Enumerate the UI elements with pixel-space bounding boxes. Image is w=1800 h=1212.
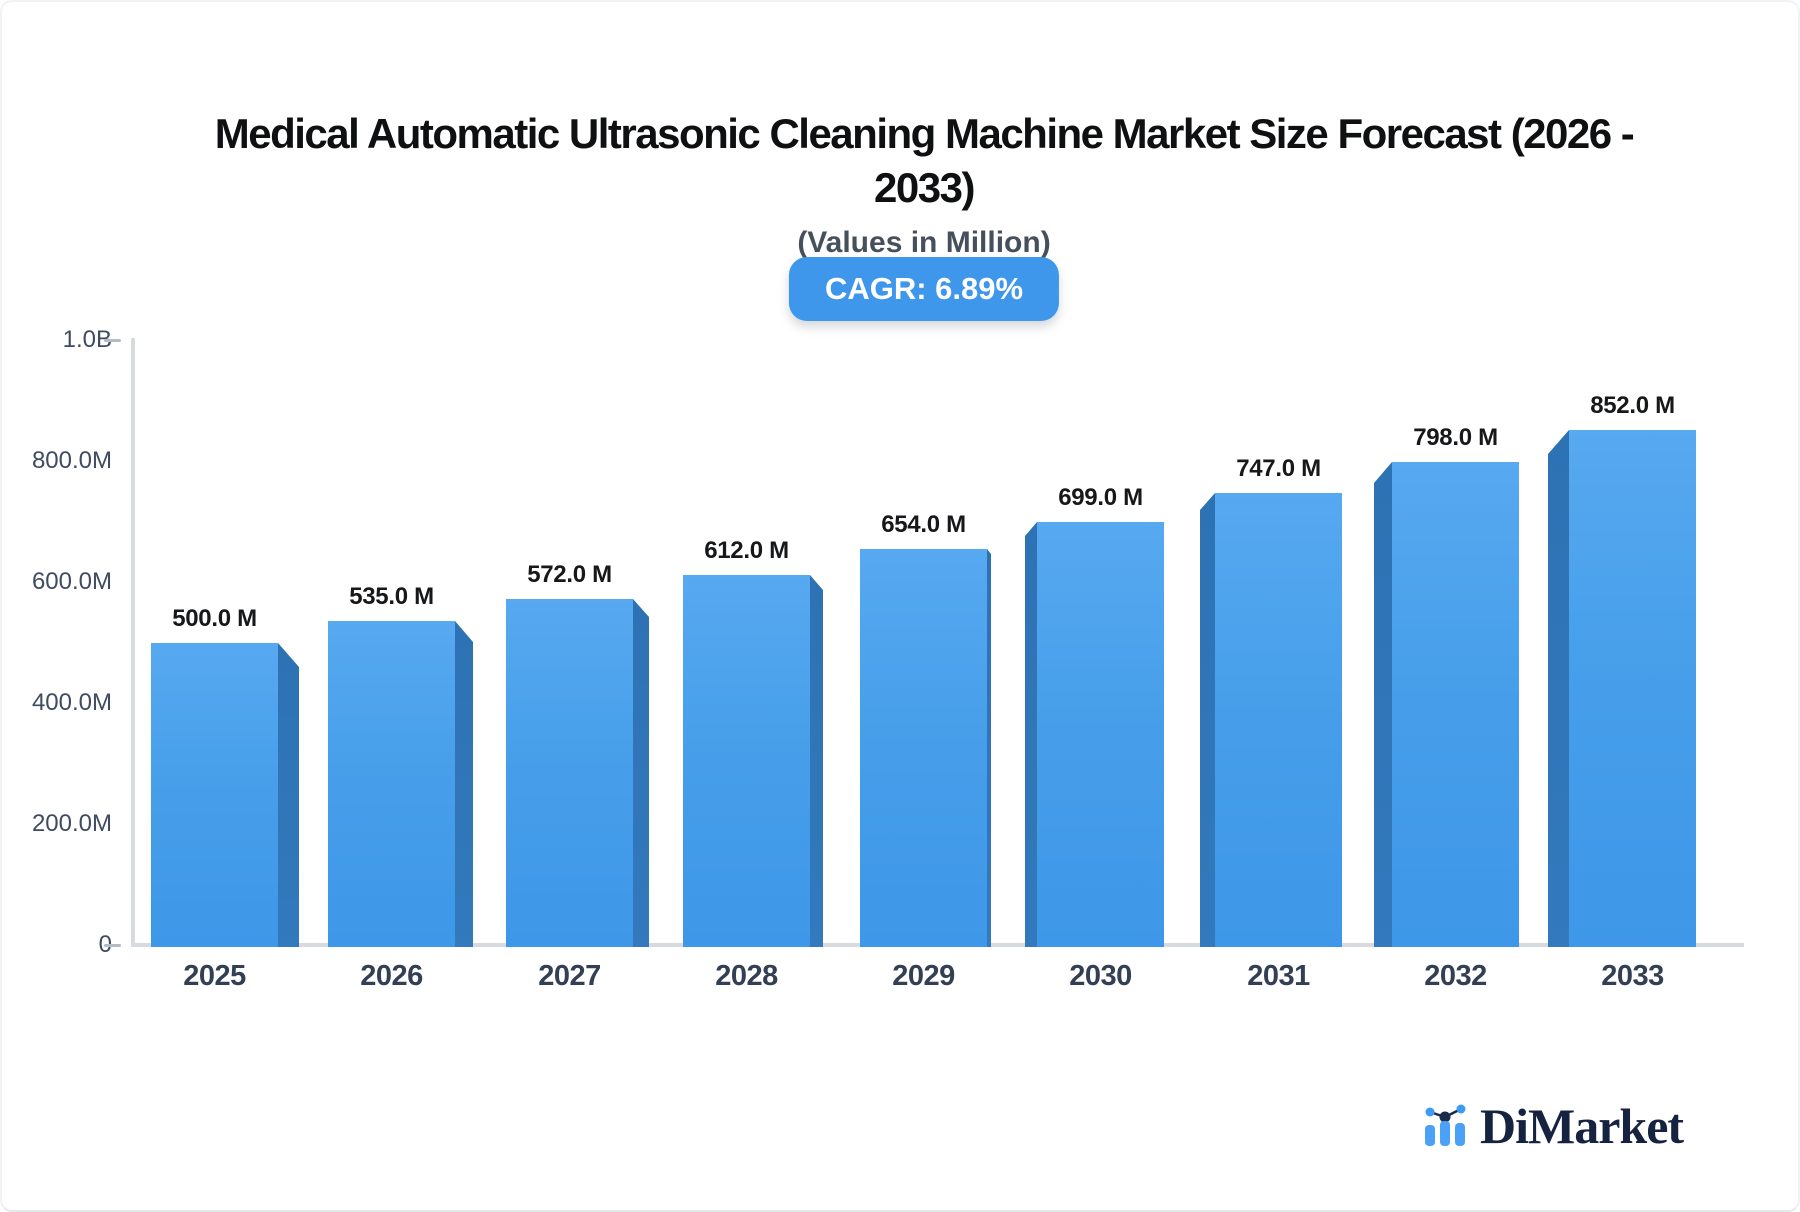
bar-face: [860, 549, 987, 947]
bar-side-shade: [1374, 462, 1392, 947]
y-axis-line: [131, 338, 135, 947]
x-axis-label: 2032: [1424, 960, 1487, 992]
y-axis-label: 800.0M: [31, 447, 112, 474]
x-axis-label: 2026: [360, 960, 423, 992]
bar-value-label: 535.0 M: [349, 583, 434, 610]
bar-value-label: 747.0 M: [1236, 455, 1321, 482]
x-axis-label: 2033: [1601, 960, 1664, 992]
bar-side-shade: [455, 621, 473, 947]
bar-value-label: 699.0 M: [1058, 484, 1143, 511]
y-axis-label: 0: [2, 930, 112, 960]
bar-face: [683, 575, 810, 947]
bar-value-label: 612.0 M: [704, 537, 789, 564]
brand-name: DiMarket: [1480, 1098, 1684, 1154]
x-axis-label: 2027: [538, 960, 601, 992]
bar-face: [1037, 522, 1164, 947]
bar-face: [506, 599, 633, 947]
dimarket-minichart-logo-icon: [1424, 1100, 1468, 1151]
bar-face: [328, 621, 455, 947]
bar-side-shade: [1548, 430, 1569, 947]
x-axis-label: 2029: [892, 960, 955, 992]
bar-face: [151, 643, 278, 947]
y-axis-tick: [104, 338, 121, 342]
bar-face: [1569, 430, 1696, 947]
y-axis-tick: [104, 943, 121, 947]
x-axis-label: 2031: [1247, 960, 1310, 992]
bar-side-shade: [1025, 522, 1037, 947]
y-axis-label: 600.0M: [31, 568, 112, 595]
x-axis-label: 2028: [715, 960, 778, 992]
bar-face: [1215, 493, 1342, 947]
bar-side-shade: [278, 643, 299, 947]
x-axis-label: 2025: [183, 960, 246, 992]
chart-title-line-2: 2033): [874, 164, 975, 211]
bar-value-label: 572.0 M: [527, 561, 612, 588]
bar-face: [1392, 462, 1519, 947]
bar-side-shade: [633, 599, 649, 947]
bar-side-shade: [1200, 493, 1215, 947]
cagr-badge: CAGR: 6.89%: [788, 257, 1060, 321]
bar-side-shade: [810, 575, 823, 947]
x-axis-label: 2030: [1069, 960, 1132, 992]
y-axis-label: 400.0M: [31, 689, 112, 716]
chart-title-line-1: Medical Automatic Ultrasonic Cleaning Ma…: [214, 110, 1635, 157]
y-axis-label: 200.0M: [31, 810, 112, 837]
bar-value-label: 500.0 M: [172, 605, 257, 632]
bar-side-shade: [987, 549, 991, 947]
y-axis-label: 1.0B: [62, 326, 112, 353]
bar-value-label: 852.0 M: [1590, 392, 1675, 419]
bar-value-label: 798.0 M: [1413, 424, 1498, 451]
bar-value-label: 654.0 M: [881, 511, 966, 538]
chart-subtitle: (Values in Million): [797, 226, 1051, 259]
brand-watermark: DiMarket: [1424, 1098, 1684, 1154]
